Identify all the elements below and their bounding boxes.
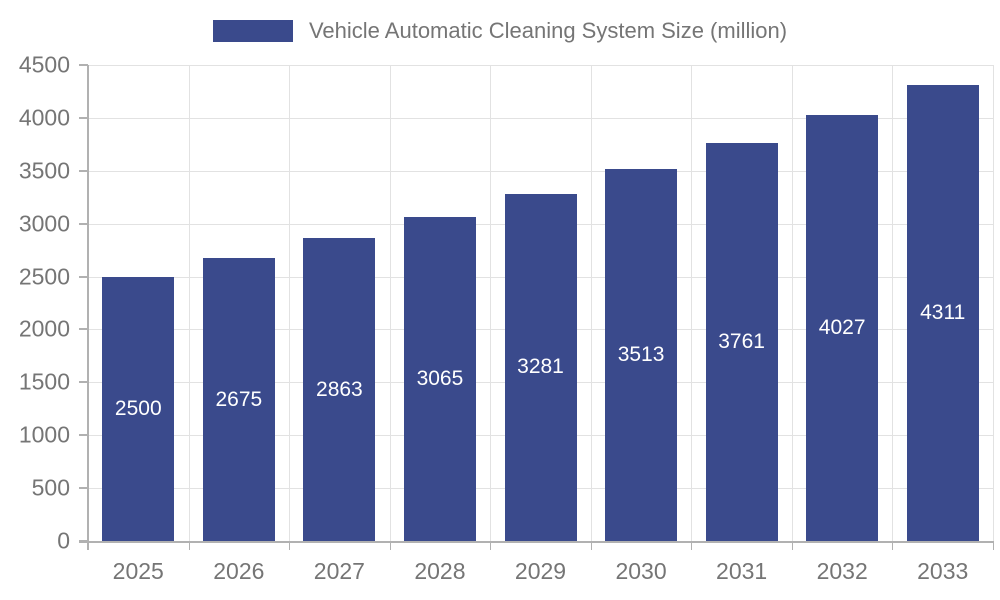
x-tick-label: 2028: [414, 558, 466, 584]
y-axis-tick: [79, 64, 88, 66]
y-axis-tick: [79, 116, 88, 119]
x-tick-label: 2029: [514, 558, 567, 584]
bar-value-label: 2675: [215, 387, 263, 411]
bar-value-label: 3761: [718, 330, 765, 354]
bar: [605, 169, 678, 541]
gridline-v: [590, 65, 592, 541]
bar: [705, 143, 778, 541]
x-axis-tick: [389, 541, 391, 550]
x-tick-label: 2031: [716, 558, 768, 584]
y-axis-tick: [79, 169, 88, 172]
y-axis-tick: [79, 487, 88, 490]
bar-value-label: 3065: [416, 366, 464, 390]
y-axis-line: [87, 65, 89, 550]
y-tick-label: 4000: [18, 104, 70, 131]
x-axis-tick: [892, 541, 894, 550]
y-tick-label: 2500: [18, 263, 70, 290]
x-tick-label: 2032: [816, 558, 868, 584]
x-axis-tick: [490, 541, 492, 550]
x-axis-tick: [590, 541, 592, 550]
gridline-v: [691, 65, 693, 541]
x-tick-label: 2026: [213, 558, 265, 584]
bar-value-label: 3513: [617, 343, 665, 367]
y-axis-tick: [79, 275, 88, 278]
x-tick-label: 2027: [313, 558, 365, 584]
y-tick-label: 500: [31, 474, 70, 501]
y-axis-tick: [79, 222, 88, 225]
bar: [102, 276, 175, 541]
x-axis-tick: [691, 541, 693, 550]
legend-item[interactable]: Vehicle Automatic Cleaning System Size (…: [0, 18, 1000, 44]
y-axis-tick: [79, 328, 88, 331]
y-tick-label: 4500: [18, 51, 70, 78]
x-tick-label: 2025: [112, 558, 164, 584]
legend-swatch: [212, 20, 293, 42]
x-axis-tick: [993, 541, 994, 550]
x-axis-line: [79, 541, 993, 543]
bar: [202, 258, 275, 541]
legend-label: Vehicle Automatic Cleaning System Size (…: [308, 18, 788, 43]
gridline-v: [490, 65, 492, 541]
gridline-h: [88, 170, 993, 172]
gridline-h: [88, 117, 993, 119]
y-tick-label: 0: [57, 527, 70, 554]
bar-value-label: 4027: [818, 316, 866, 340]
gridline-v: [289, 65, 291, 541]
y-axis-tick: [79, 381, 88, 384]
bar-value-label: 2500: [114, 396, 162, 420]
x-axis-tick: [289, 541, 291, 550]
gridline-v: [188, 65, 190, 541]
bar-value-label: 4311: [920, 300, 966, 324]
bar: [403, 216, 476, 541]
gridline-v: [791, 65, 793, 541]
y-tick-label: 1000: [18, 421, 70, 448]
y-tick-label: 3500: [18, 157, 70, 184]
bar: [906, 84, 979, 541]
bar: [303, 238, 376, 541]
x-axis-tick: [791, 541, 793, 550]
x-tick-label: 2030: [615, 558, 667, 584]
y-tick-label: 1500: [18, 368, 70, 395]
bar: [806, 115, 879, 541]
x-axis-tick: [188, 541, 190, 550]
bar-value-label: 2863: [316, 377, 363, 401]
gridline-v: [389, 65, 391, 541]
gridline-v: [993, 65, 994, 541]
y-axis-tick: [79, 434, 88, 437]
y-tick-label: 2000: [18, 315, 70, 342]
gridline-v: [892, 65, 894, 541]
y-tick-label: 3000: [18, 210, 70, 237]
bar: [504, 193, 577, 541]
bar-value-label: 3281: [517, 355, 564, 379]
x-tick-label: 2033: [917, 558, 969, 584]
gridline-h: [88, 65, 993, 66]
